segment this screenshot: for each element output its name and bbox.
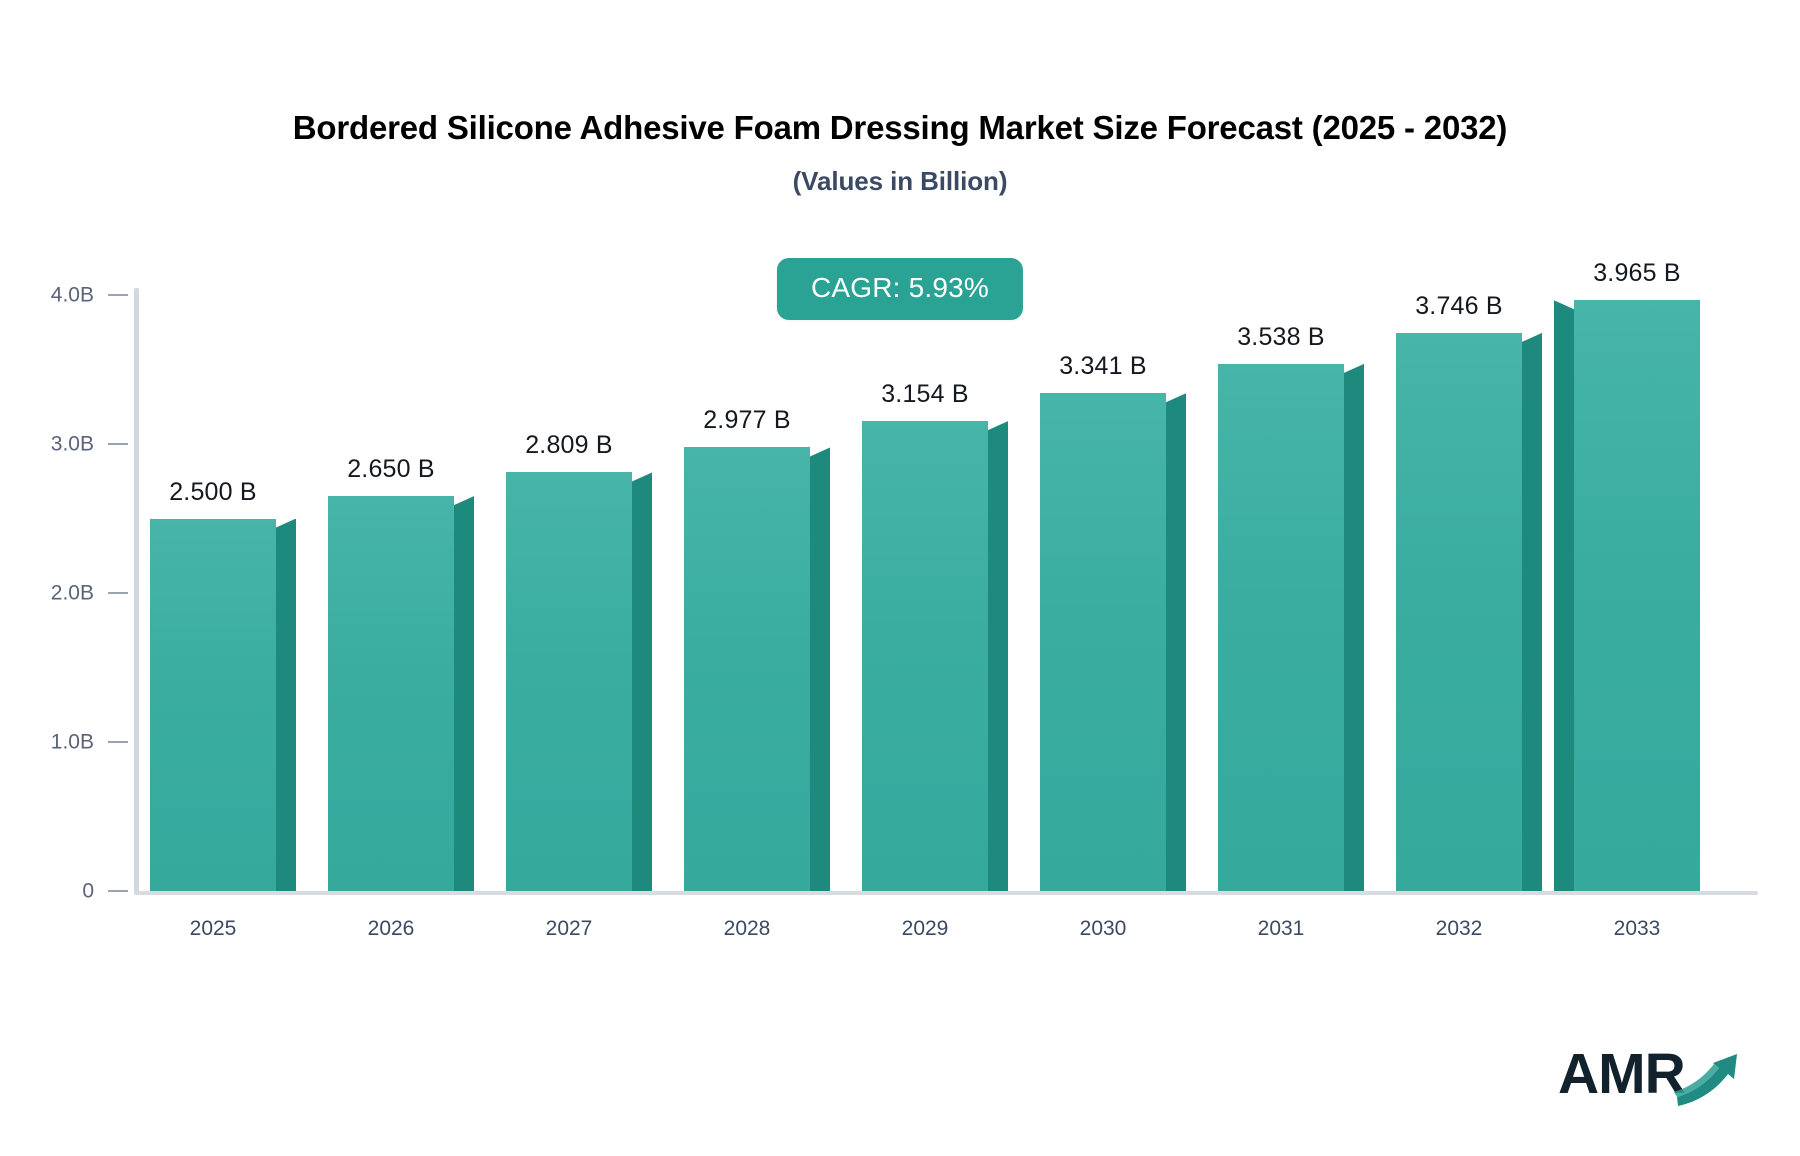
bar: 2.650 B	[328, 455, 474, 891]
bar-front-face	[150, 518, 276, 891]
bar-value-label: 2.809 B	[525, 431, 613, 460]
y-axis-tick-mark	[108, 592, 128, 594]
bar-value-label: 2.500 B	[169, 477, 257, 506]
y-axis-tick-label: 2.0B	[50, 581, 94, 605]
x-axis-tick-label: 2026	[367, 917, 415, 940]
x-axis-tick-label: 2031	[1257, 917, 1305, 940]
chart-subtitle: (Values in Billion)	[792, 165, 1008, 196]
y-axis-tick-label: 1.0B	[50, 730, 94, 754]
bar: 3.538 B	[1218, 323, 1364, 891]
bar-value-label: 3.965 B	[1593, 259, 1681, 288]
bar-front-face	[862, 421, 988, 891]
x-axis-tick-label: 2029	[901, 917, 949, 940]
bar-value-label: 3.746 B	[1415, 291, 1503, 320]
bar-side-face	[1344, 363, 1364, 891]
bar-front-face	[1574, 300, 1700, 891]
x-axis-tick-label: 2028	[723, 917, 771, 940]
bar-value-label: 2.650 B	[347, 455, 435, 484]
bar-side-face	[988, 421, 1008, 891]
amr-logo: AMR	[1558, 1044, 1758, 1118]
bar: 3.746 B	[1396, 292, 1542, 891]
bar: 2.977 B	[684, 406, 830, 891]
bar: 3.154 B	[862, 380, 1008, 891]
page-title: Bordered Silicone Adhesive Foam Dressing…	[292, 109, 1508, 146]
bar-value-label: 3.538 B	[1237, 322, 1325, 351]
y-axis-tick-label: 0	[82, 879, 94, 903]
x-axis-tick-label: 2027	[545, 917, 593, 940]
y-axis-tick-label: 3.0B	[50, 432, 94, 456]
bar-front-face	[684, 447, 810, 891]
bar-front-face	[1218, 363, 1344, 891]
bar-side-face	[454, 496, 474, 891]
bar-side-face	[1554, 300, 1574, 891]
title-block: Bordered Silicone Adhesive Foam Dressing…	[0, 108, 1800, 197]
bar-side-face	[810, 447, 830, 891]
x-axis-tick-label: 2025	[189, 917, 237, 940]
bar-side-face	[276, 518, 296, 891]
cagr-badge: CAGR: 5.93%	[776, 258, 1024, 320]
bar: 2.500 B	[150, 478, 296, 891]
amr-logo-text: AMR	[1558, 1042, 1686, 1106]
bar-front-face	[1040, 393, 1166, 891]
bar: 2.809 B	[506, 431, 652, 891]
growth-arrow-icon	[1674, 1054, 1737, 1106]
bar: 3.965 B	[1554, 259, 1700, 891]
y-axis-tick-mark	[108, 741, 128, 743]
x-axis-tick-label: 2033	[1613, 917, 1661, 940]
bar-side-face	[1166, 393, 1186, 891]
bar-value-label: 3.341 B	[1059, 352, 1147, 381]
x-axis-tick-label: 2030	[1079, 917, 1127, 940]
bar-front-face	[328, 496, 454, 891]
y-axis-line	[134, 288, 139, 895]
x-axis-tick-label: 2032	[1435, 917, 1483, 940]
bar-value-label: 2.977 B	[703, 406, 791, 435]
bar-side-face	[632, 472, 652, 891]
bar-front-face	[1396, 332, 1522, 891]
bar: 3.341 B	[1040, 352, 1186, 891]
bar-front-face	[506, 472, 632, 891]
bar-value-label: 3.154 B	[881, 380, 969, 409]
y-axis-tick-mark	[108, 443, 128, 445]
y-axis-tick-label: 4.0B	[50, 283, 94, 307]
y-axis-tick-mark	[108, 890, 128, 892]
y-axis-tick-mark	[108, 294, 128, 296]
x-axis-line	[134, 891, 1758, 895]
bar-side-face	[1522, 332, 1542, 891]
